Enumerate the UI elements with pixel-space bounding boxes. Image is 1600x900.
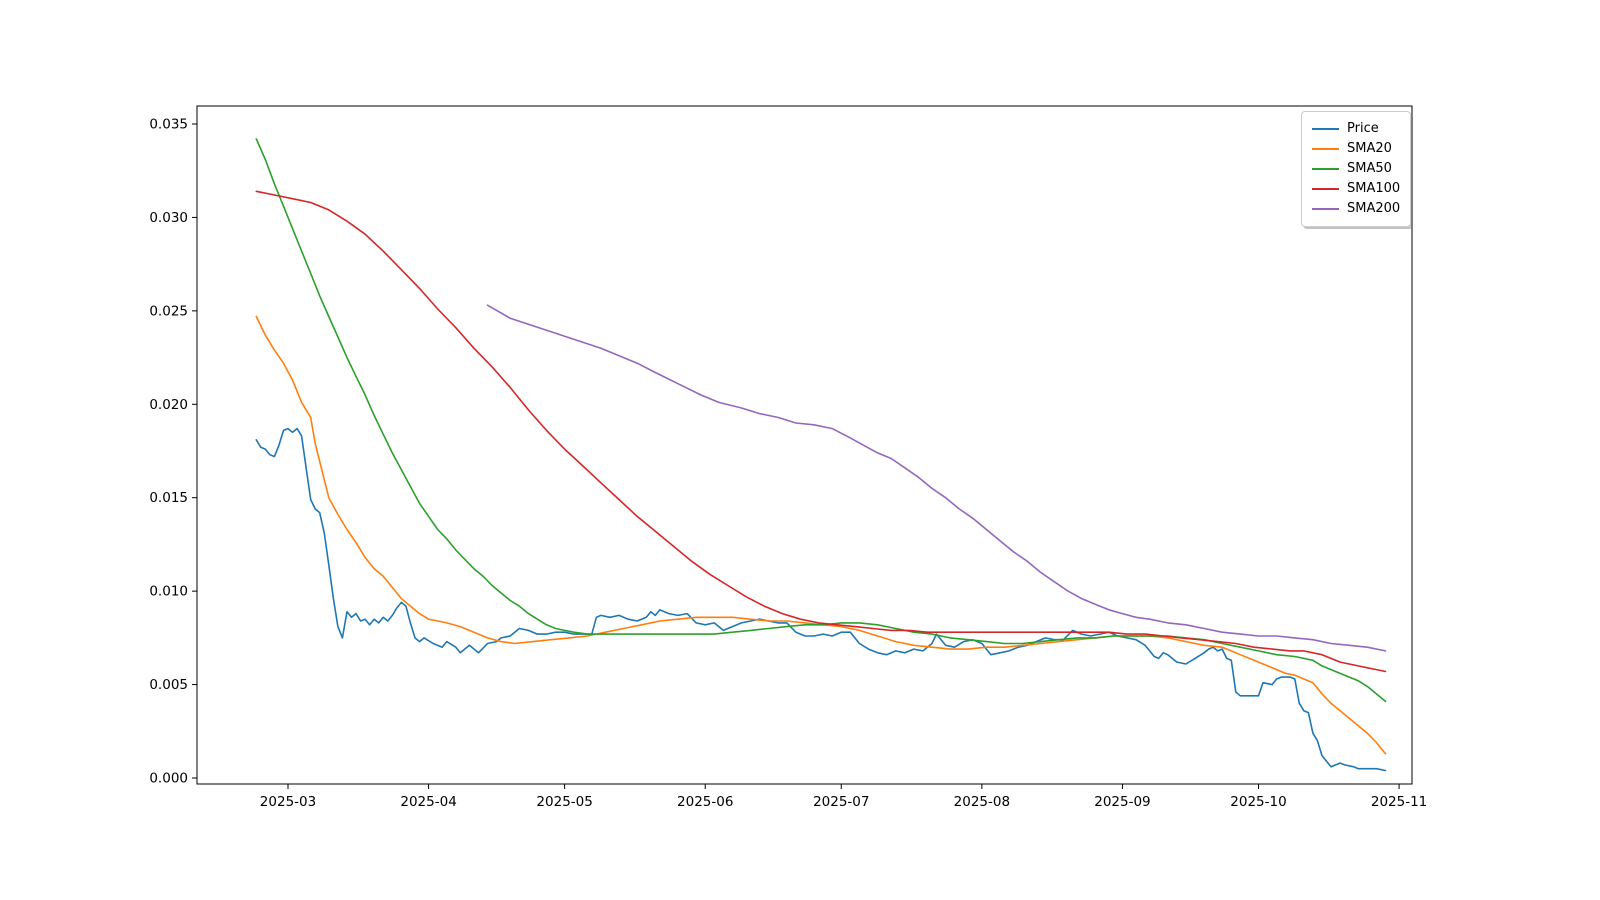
legend-swatch-sma20 — [1312, 148, 1339, 150]
x-axis-tick-label: 2025-05 — [536, 794, 592, 810]
y-axis-tick-label: 0.005 — [149, 677, 188, 693]
y-axis-tick-label: 0.020 — [149, 397, 188, 413]
x-axis-tick-label: 2025-04 — [400, 794, 456, 810]
series-line-sma20 — [255, 315, 1387, 755]
y-axis-tick-label: 0.030 — [149, 210, 188, 226]
y-axis-tick-label: 0.010 — [149, 584, 188, 600]
legend-swatch-sma200 — [1312, 208, 1339, 210]
legend-item-sma50: SMA50 — [1312, 159, 1400, 179]
x-axis-tick-label: 2025-11 — [1371, 794, 1427, 810]
x-axis-tick-label: 2025-03 — [260, 794, 316, 810]
legend-item-sma100: SMA100 — [1312, 179, 1400, 199]
legend-label-sma200: SMA200 — [1347, 201, 1401, 216]
legend: Price SMA20 SMA50 SMA100 SMA200 — [1301, 111, 1412, 227]
legend-label-price: Price — [1347, 121, 1379, 136]
legend-swatch-price — [1312, 128, 1339, 130]
x-axis-tick-label: 2025-08 — [954, 794, 1010, 810]
y-axis-tick-label: 0.035 — [149, 116, 188, 132]
x-axis-tick-label: 2025-07 — [813, 794, 869, 810]
y-axis-tick-label: 0.015 — [149, 490, 188, 506]
legend-swatch-sma100 — [1312, 188, 1339, 190]
y-axis-tick-label: 0.000 — [149, 771, 188, 787]
x-axis-tick-label: 2025-06 — [677, 794, 733, 810]
y-axis-tick-label: 0.025 — [149, 303, 188, 319]
legend-item-price: Price — [1312, 119, 1400, 139]
x-axis-tick-label: 2025-09 — [1094, 794, 1150, 810]
legend-swatch-sma50 — [1312, 168, 1339, 170]
legend-label-sma20: SMA20 — [1347, 141, 1392, 156]
legend-label-sma100: SMA100 — [1347, 181, 1401, 196]
plot-border — [196, 105, 1413, 785]
legend-label-sma50: SMA50 — [1347, 161, 1392, 176]
x-axis-tick-label: 2025-10 — [1230, 794, 1286, 810]
series-line-sma200 — [486, 304, 1387, 652]
series-line-price — [255, 427, 1387, 772]
legend-item-sma20: SMA20 — [1312, 139, 1400, 159]
legend-item-sma200: SMA200 — [1312, 199, 1400, 219]
series-line-sma100 — [255, 190, 1387, 673]
